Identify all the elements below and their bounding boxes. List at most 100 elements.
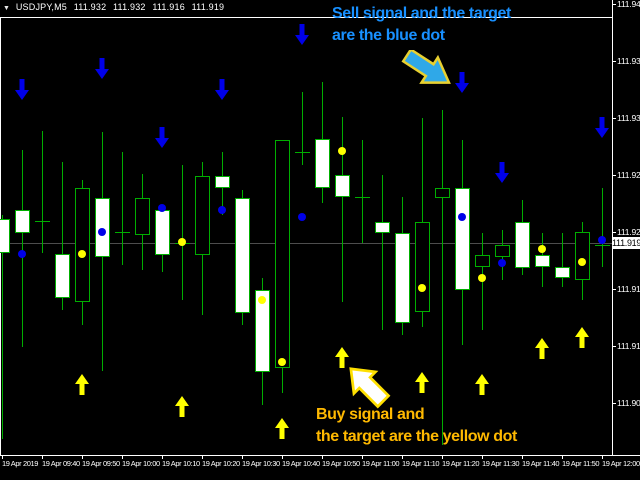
time-axis-label: 19 Apr 10:20: [202, 459, 240, 468]
candle-body: [315, 139, 330, 188]
price-axis-tick: [612, 289, 616, 290]
time-axis-label: 19 Apr 11:10: [402, 459, 440, 468]
price-axis-label: 111.910: [617, 341, 640, 351]
buy-target-dot: [178, 238, 186, 246]
close-value: 111.919: [191, 2, 225, 12]
time-axis-tick: [202, 456, 203, 459]
time-axis-label: 19 Apr 11:50: [562, 459, 600, 468]
time-axis-tick: [562, 456, 563, 459]
sell-signal-arrow-icon: [495, 162, 509, 183]
price-axis-tick: [612, 118, 616, 119]
candle-body: [335, 175, 350, 197]
sell-target-dot: [98, 228, 106, 236]
candle-wick: [342, 117, 343, 302]
candle-body: [555, 267, 570, 278]
price-axis-label: 111.935: [617, 56, 640, 66]
candle-body: [395, 233, 410, 323]
candle-doji-tick: [115, 232, 130, 233]
buy-target-dot: [278, 358, 286, 366]
sell-pointer-arrow-icon: [401, 50, 451, 84]
sell-note-line2: are the blue dot: [332, 27, 445, 44]
candle-body: [195, 176, 210, 255]
time-axis-tick: [442, 456, 443, 459]
time-axis-label: 19 Apr 10:40: [282, 459, 320, 468]
candle-body: [535, 255, 550, 267]
candle-body: [215, 176, 230, 188]
candle-body: [435, 188, 450, 198]
symbol-label: USDJPY,M5: [15, 2, 67, 12]
candle-doji-tick: [595, 245, 610, 246]
time-axis-tick: [282, 456, 283, 459]
time-axis-tick: [362, 456, 363, 459]
time-axis-label: 19 Apr 09:50: [82, 459, 120, 468]
buy-target-dot: [78, 250, 86, 258]
sell-target-dot: [18, 250, 26, 258]
buy-target-dot: [418, 284, 426, 292]
price-axis-line: [612, 0, 613, 455]
buy-note-line1: Buy signal and: [316, 406, 425, 423]
buy-signal-arrow-icon: [175, 396, 189, 417]
candle-body: [15, 210, 30, 233]
price-axis-tick: [612, 4, 616, 5]
time-axis-tick: [162, 456, 163, 459]
symbol-marker-icon: ▼: [3, 5, 11, 12]
open-value: 111.932: [73, 2, 107, 12]
price-axis-tick: [612, 403, 616, 404]
time-axis-label: 19 Apr 2019: [2, 459, 39, 468]
time-axis-line: [0, 455, 640, 456]
buy-signal-arrow-icon: [535, 338, 549, 359]
candle-body: [135, 198, 150, 235]
sell-note: Sell signal and the target are the blue …: [332, 3, 511, 47]
time-axis-label: 19 Apr 11:00: [362, 459, 400, 468]
price-axis-label: 111.940: [617, 0, 640, 9]
buy-signal-arrow-icon: [335, 347, 349, 368]
time-axis-label: 19 Apr 10:30: [242, 459, 280, 468]
sell-signal-arrow-icon: [295, 24, 309, 45]
candle-body: [475, 255, 490, 267]
candle-body: [255, 290, 270, 372]
price-axis-tick: [612, 61, 616, 62]
candle-body: [55, 254, 70, 298]
time-axis-tick: [242, 456, 243, 459]
candle-body: [155, 210, 170, 255]
candle-wick: [182, 165, 183, 300]
time-axis-label: 19 Apr 10:50: [322, 459, 360, 468]
sell-note-line1: Sell signal and the target: [332, 5, 511, 22]
sell-signal-arrow-icon: [15, 79, 29, 100]
buy-target-dot: [578, 258, 586, 266]
candle-wick: [42, 131, 43, 253]
price-axis-label: 111.925: [617, 170, 640, 180]
candle-doji-tick: [35, 221, 50, 222]
candle-body: [455, 188, 470, 290]
sell-target-dot: [458, 213, 466, 221]
bid-price-line: [1, 243, 612, 244]
candle-body: [515, 222, 530, 268]
time-axis-tick: [2, 456, 3, 459]
time-axis-label: 19 Apr 11:40: [522, 459, 560, 468]
time-axis-label: 19 Apr 10:00: [122, 459, 160, 468]
buy-target-dot: [478, 274, 486, 282]
time-axis-label: 19 Apr 11:30: [482, 459, 520, 468]
buy-note: Buy signal and the target are the yellow…: [316, 404, 517, 448]
candle-doji-tick: [355, 197, 370, 198]
buy-signal-arrow-icon: [75, 374, 89, 395]
time-axis-tick: [322, 456, 323, 459]
time-axis-tick: [82, 456, 83, 459]
sell-target-dot: [218, 206, 226, 214]
candle-wick: [122, 152, 123, 265]
candle-wick: [562, 233, 563, 287]
time-axis-tick: [122, 456, 123, 459]
buy-signal-arrow-icon: [475, 374, 489, 395]
sell-target-dot: [298, 213, 306, 221]
price-axis-label: 111.920: [617, 227, 640, 237]
price-axis-tick: [612, 346, 616, 347]
high-value: 111.932: [113, 2, 146, 12]
time-axis-label: 19 Apr 09:40: [42, 459, 80, 468]
price-axis-label: 111.930: [617, 113, 640, 123]
candle-doji-tick: [295, 152, 310, 153]
buy-target-dot: [538, 245, 546, 253]
sell-target-dot: [498, 259, 506, 267]
candle-wick: [62, 162, 63, 310]
